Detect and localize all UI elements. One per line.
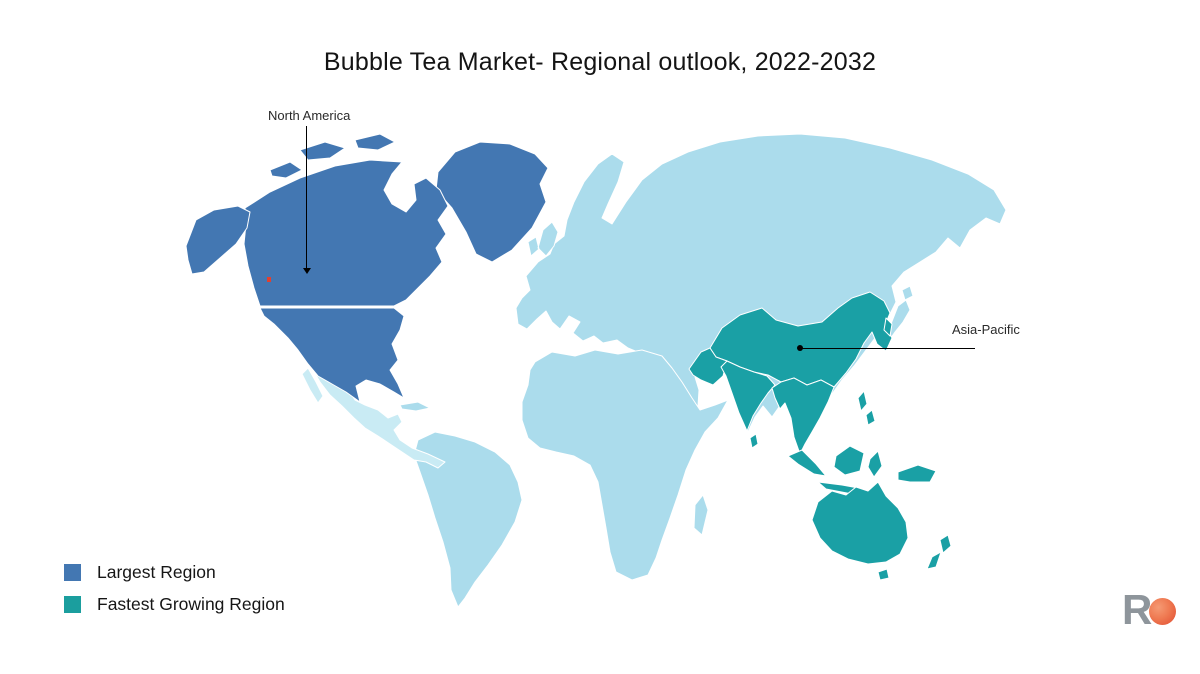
region-south-america bbox=[413, 431, 523, 608]
annotation-north-america-label: North America bbox=[268, 108, 351, 123]
annotation-north-america-arrow bbox=[303, 268, 311, 274]
region-southeast-asia bbox=[771, 377, 835, 455]
region-indonesia bbox=[787, 445, 883, 495]
region-africa bbox=[521, 349, 729, 581]
region-australia bbox=[811, 481, 909, 581]
region-new-zealand bbox=[926, 534, 952, 570]
region-korea bbox=[883, 317, 893, 337]
world-map bbox=[150, 110, 1030, 650]
annotation-asia-pacific-line bbox=[801, 348, 975, 349]
legend-swatch-fastest bbox=[64, 596, 81, 613]
annotation-asia-pacific-label: Asia-Pacific bbox=[952, 322, 1020, 337]
legend-item-largest: Largest Region bbox=[64, 562, 285, 583]
annotation-asia-pacific-dot bbox=[797, 345, 803, 351]
world-map-svg bbox=[185, 133, 1007, 608]
page-title: Bubble Tea Market- Regional outlook, 202… bbox=[323, 48, 877, 76]
region-madagascar bbox=[693, 494, 709, 536]
region-caribbean bbox=[399, 401, 431, 412]
region-china bbox=[709, 291, 893, 388]
region-canada bbox=[243, 159, 449, 307]
region-alaska bbox=[185, 205, 251, 275]
region-philippines bbox=[857, 390, 876, 426]
region-greenland bbox=[435, 141, 549, 263]
region-arctic-islands bbox=[269, 133, 396, 179]
legend-label-fastest: Fastest Growing Region bbox=[97, 594, 285, 614]
legend-label-largest: Largest Region bbox=[97, 562, 216, 582]
brand-logo: R bbox=[1122, 586, 1186, 634]
region-india bbox=[720, 360, 776, 432]
region-mexico-central-america bbox=[301, 364, 446, 469]
legend-swatch-largest bbox=[64, 564, 81, 581]
legend: Largest Region Fastest Growing Region bbox=[64, 562, 285, 615]
region-sri-lanka bbox=[749, 433, 759, 449]
annotation-north-america-line bbox=[306, 126, 307, 268]
region-usa bbox=[259, 307, 405, 403]
legend-item-fastest: Fastest Growing Region bbox=[64, 594, 285, 615]
region-new-guinea bbox=[897, 464, 937, 483]
logo-circle-mark bbox=[1149, 598, 1176, 625]
small-red-marker bbox=[267, 277, 271, 282]
logo-letter-r: R bbox=[1122, 586, 1153, 633]
